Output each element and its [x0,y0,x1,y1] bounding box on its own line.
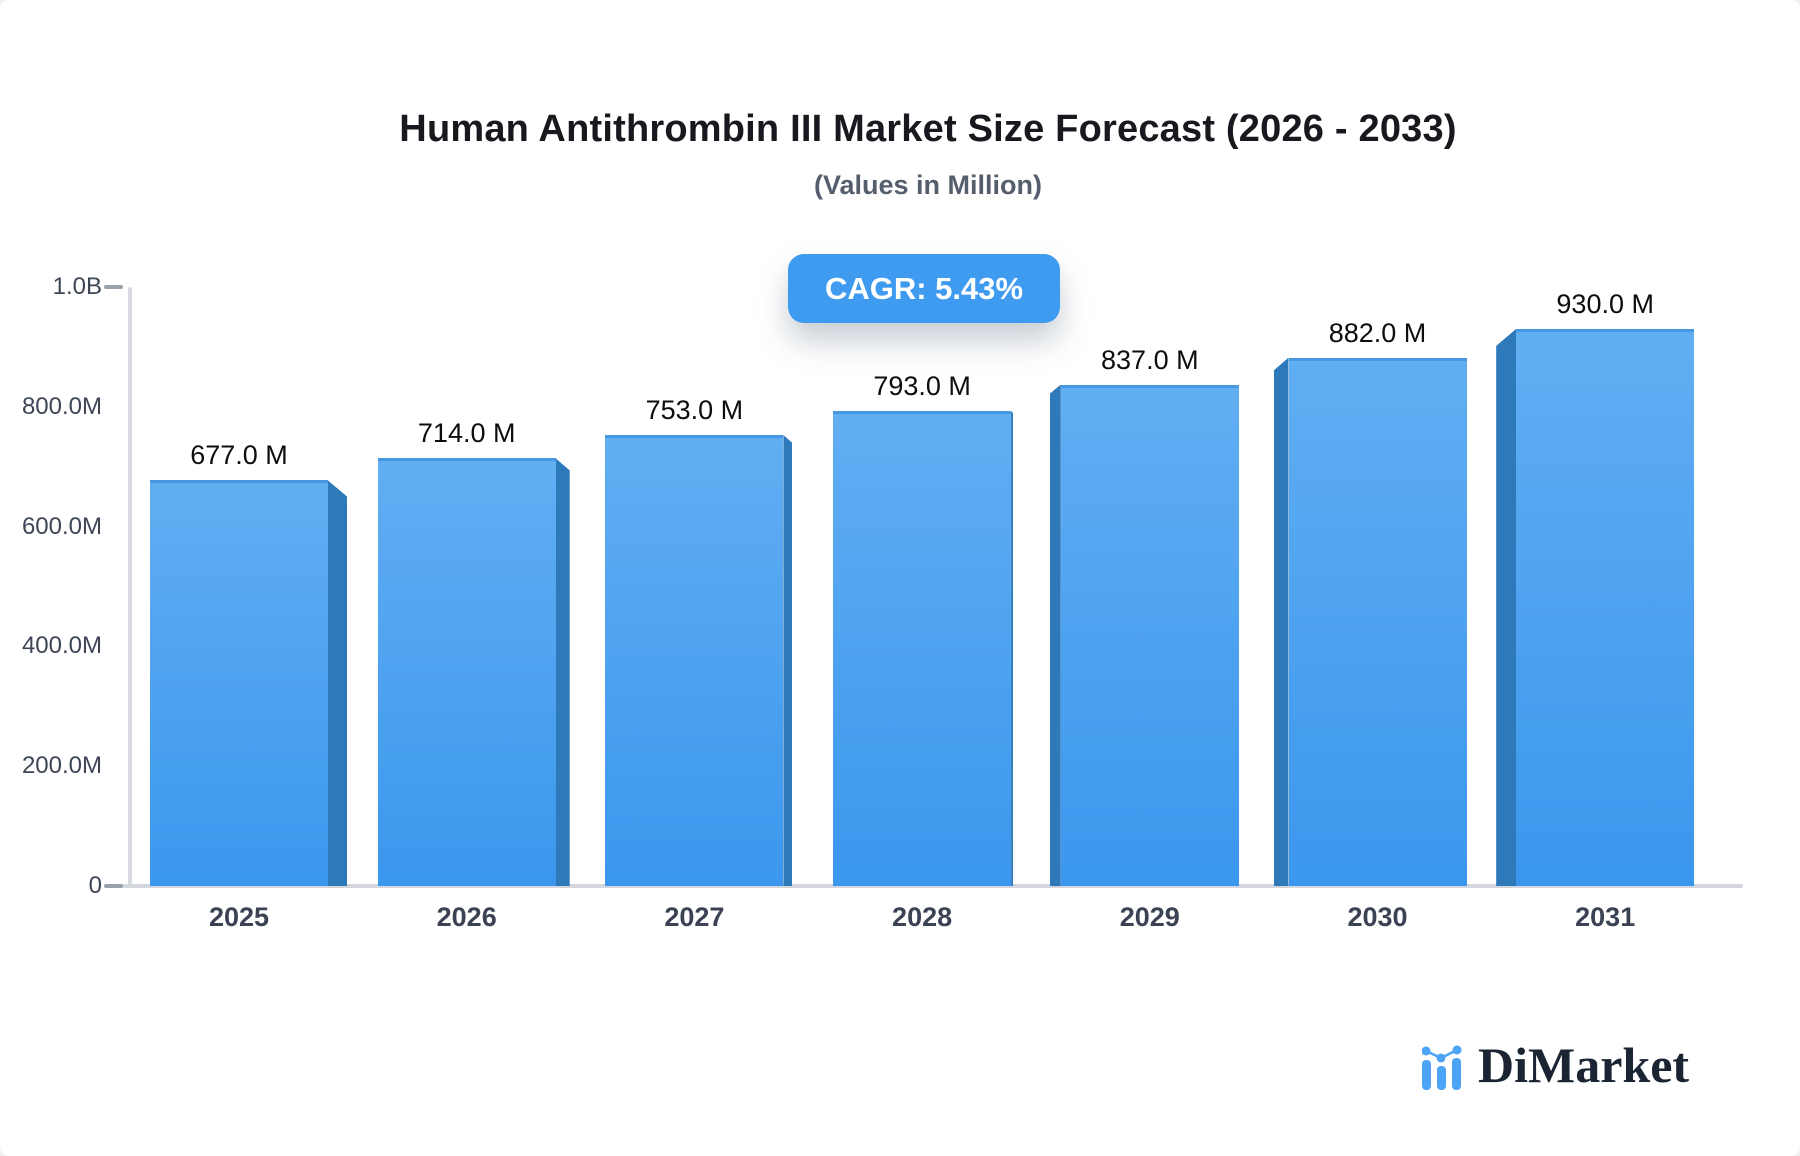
xtick-label-2031: 2031 [1575,902,1636,932]
bar-2027[interactable] [605,434,784,886]
ytick-label-400.0M: 400.0M [21,632,102,660]
bar-value-label-2027: 753.0 M [645,394,744,425]
xtick-label-2027: 2027 [664,902,725,932]
chart-title: Human Antithrombin III Market Size Forec… [399,108,1457,150]
bar-2031[interactable] [1516,328,1695,886]
bar-2028[interactable] [833,410,1012,886]
xtick-label-2028: 2028 [892,902,953,932]
bar-2025[interactable] [150,480,328,886]
bar-2029[interactable] [1060,384,1239,886]
ytick-dash [104,285,123,289]
bar-side-face [1011,410,1014,886]
bar-side-face [328,480,347,886]
ytick-label-200.0M: 200.0M [21,752,102,780]
xtick-label-2029: 2029 [1119,902,1180,932]
bar-value-label-2028: 793.0 M [873,370,971,401]
dimarket-logo: DiMarket [1422,1040,1689,1090]
bar-side-face [783,434,793,886]
mini-bar-chart-icon [1422,1045,1462,1090]
xtick-label-2030: 2030 [1347,902,1408,932]
ytick-label-600.0M: 600.0M [21,512,102,540]
logo-text: DiMarket [1478,1037,1690,1093]
bar-side-face [1496,328,1517,886]
bar-value-label-2029: 837.0 M [1101,344,1199,375]
cagr-badge-label: CAGR: 5.43% [824,270,1024,306]
x-axis-line [122,884,1743,888]
cagr-badge: CAGR: 5.43% [788,254,1060,323]
xtick-label-2025: 2025 [208,902,270,932]
ytick-label-1.0B: 1.0B [52,273,102,300]
bar-value-label-2025: 677.0 M [190,440,288,471]
bar-side-face [555,458,570,886]
ytick-dash [104,884,123,888]
bar-value-label-2026: 714.0 M [417,418,516,449]
y-axis-line [128,287,132,886]
chart-subtitle: (Values in Million) [813,170,1043,200]
ytick-label-0: 0 [88,872,102,899]
bar-value-label-2031: 930.0 M [1556,288,1654,319]
bar-2030[interactable] [1288,357,1467,886]
bar-side-face [1273,357,1289,886]
bar-side-face [1049,384,1061,886]
bar-value-label-2030: 882.0 M [1328,317,1427,348]
bar-2026[interactable] [377,458,556,886]
ytick-label-800.0M: 800.0M [21,392,102,420]
xtick-label-2026: 2026 [436,902,497,932]
